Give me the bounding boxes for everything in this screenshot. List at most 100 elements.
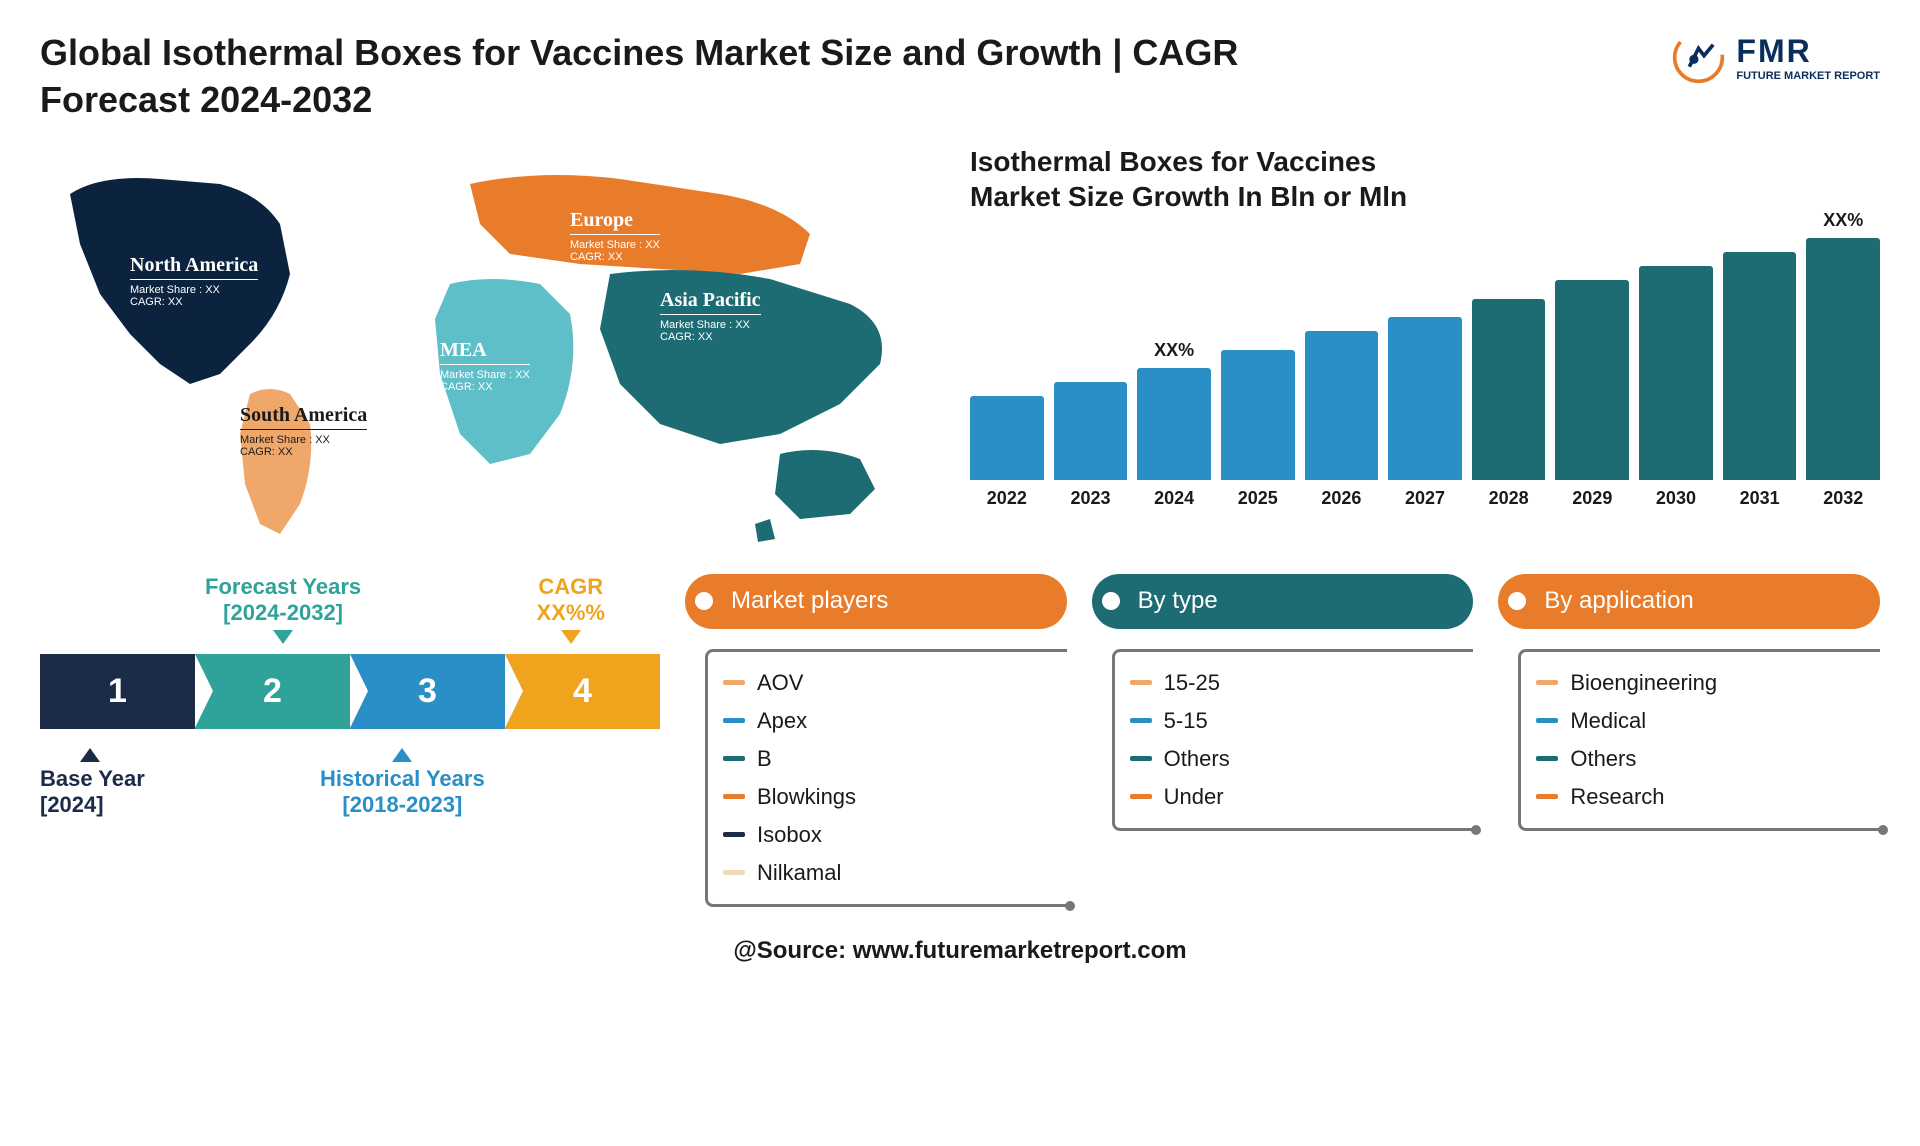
chart-bar [1472,299,1546,480]
panel-item-label: Bioengineering [1570,670,1717,696]
panel-header: Market players [685,574,1067,629]
bar-year-label: 2032 [1823,488,1863,509]
panel-item: Medical [1536,702,1880,740]
panel-item-label: Apex [757,708,807,734]
bar-chart-section: Isothermal Boxes for Vaccines Market Siz… [970,144,1880,544]
item-color-dash [723,680,745,685]
region-cagr: CAGR: XX [570,251,660,263]
bar-year-label: 2031 [1740,488,1780,509]
panel-item: B [723,740,1067,778]
region-name: Europe [570,209,660,235]
panel-dot-icon [695,592,713,610]
panel-item: Isobox [723,816,1067,854]
chart-bar [1555,280,1629,480]
historical-value: [2018-2023] [320,792,485,818]
panel-item-label: B [757,746,772,772]
item-color-dash [1536,680,1558,685]
panel-title: By type [1138,587,1218,615]
region-share: Market Share : XX [130,284,258,296]
logo: FMR FUTURE MARKET REPORT [1671,30,1880,85]
panel-item: Others [1130,740,1474,778]
info-panel: By type 15-25 5-15 Others Under [1092,574,1474,907]
panel-item: Research [1536,778,1880,816]
region-name: MEA [440,339,530,365]
chart-bar [1388,317,1462,480]
bar-annotation: XX% [1823,210,1863,231]
info-panel: Market players AOV Apex B Blowkings Isob… [685,574,1067,907]
item-color-dash [723,756,745,761]
fmr-logo-icon [1671,30,1726,85]
item-color-dash [1130,680,1152,685]
chart-bar [1054,382,1128,480]
panel-dot-icon [1102,592,1120,610]
page-title: Global Isothermal Boxes for Vaccines Mar… [40,30,1240,124]
chart-bar [1723,252,1797,480]
item-color-dash [723,794,745,799]
panel-header: By application [1498,574,1880,629]
panel-title: By application [1544,587,1693,615]
forecast-value: [2024-2032] [205,600,361,626]
panel-title: Market players [731,587,888,615]
bar-year-label: 2028 [1489,488,1529,509]
bar-year-label: 2025 [1238,488,1278,509]
panel-item: Others [1536,740,1880,778]
panel-item-label: 15-25 [1164,670,1220,696]
region-share: Market Share : XX [440,369,530,381]
timeline: Forecast Years [2024-2032] CAGR XX%% 123… [40,574,660,729]
chart-bar [1305,331,1379,480]
source-attribution: @Source: www.futuremarketreport.com [40,937,1880,965]
logo-brand: FMR [1736,33,1880,70]
panel-item-label: Medical [1570,708,1646,734]
region-name: Asia Pacific [660,289,761,315]
item-color-dash [723,832,745,837]
bar-year-label: 2026 [1321,488,1361,509]
region-share: Market Share : XX [660,319,761,331]
panel-item-label: AOV [757,670,803,696]
logo-tagline: FUTURE MARKET REPORT [1736,70,1880,82]
base-value: [2024] [40,792,145,818]
panel-item-label: Nilkamal [757,860,841,886]
timeline-segment: 4 [505,654,660,729]
panel-item-label: Others [1164,746,1230,772]
cagr-value: XX%% [537,600,605,626]
chart-bar [970,396,1044,480]
region-name: North America [130,254,258,280]
panel-item-label: 5-15 [1164,708,1208,734]
timeline-segment: 3 [350,654,505,729]
region-cagr: CAGR: XX [440,381,530,393]
bar-year-label: 2030 [1656,488,1696,509]
bar-year-label: 2029 [1572,488,1612,509]
panel-item: Nilkamal [723,854,1067,892]
panel-dot-icon [1508,592,1526,610]
item-color-dash [723,718,745,723]
cagr-title: CAGR [537,574,605,600]
panel-item: Apex [723,702,1067,740]
item-color-dash [1130,718,1152,723]
bar-chart: 2022 2023 XX% 2024 2025 2026 2027 2028 2… [970,229,1880,509]
panel-item: Blowkings [723,778,1067,816]
item-color-dash [723,870,745,875]
panel-bracket: AOV Apex B Blowkings Isobox Nilkamal [705,649,1067,907]
chart-bar: XX% [1137,368,1211,479]
historical-title: Historical Years [320,766,485,792]
panel-item: AOV [723,664,1067,702]
panel-item-label: Research [1570,784,1664,810]
region-cagr: CAGR: XX [130,296,258,308]
chart-bar [1221,350,1295,480]
chart-bar [1639,266,1713,480]
panel-bracket: Bioengineering Medical Others Research [1518,649,1880,831]
panel-item: 5-15 [1130,702,1474,740]
panel-bracket: 15-25 5-15 Others Under [1112,649,1474,831]
panel-item: 15-25 [1130,664,1474,702]
bar-year-label: 2027 [1405,488,1445,509]
item-color-dash [1130,794,1152,799]
panel-item-label: Under [1164,784,1224,810]
panel-item-label: Others [1570,746,1636,772]
region-cagr: CAGR: XX [660,331,761,343]
bar-year-label: 2023 [1070,488,1110,509]
bar-year-label: 2024 [1154,488,1194,509]
panel-item-label: Blowkings [757,784,856,810]
chart-bar: XX% [1806,238,1880,479]
timeline-segment: 2 [195,654,350,729]
item-color-dash [1536,718,1558,723]
